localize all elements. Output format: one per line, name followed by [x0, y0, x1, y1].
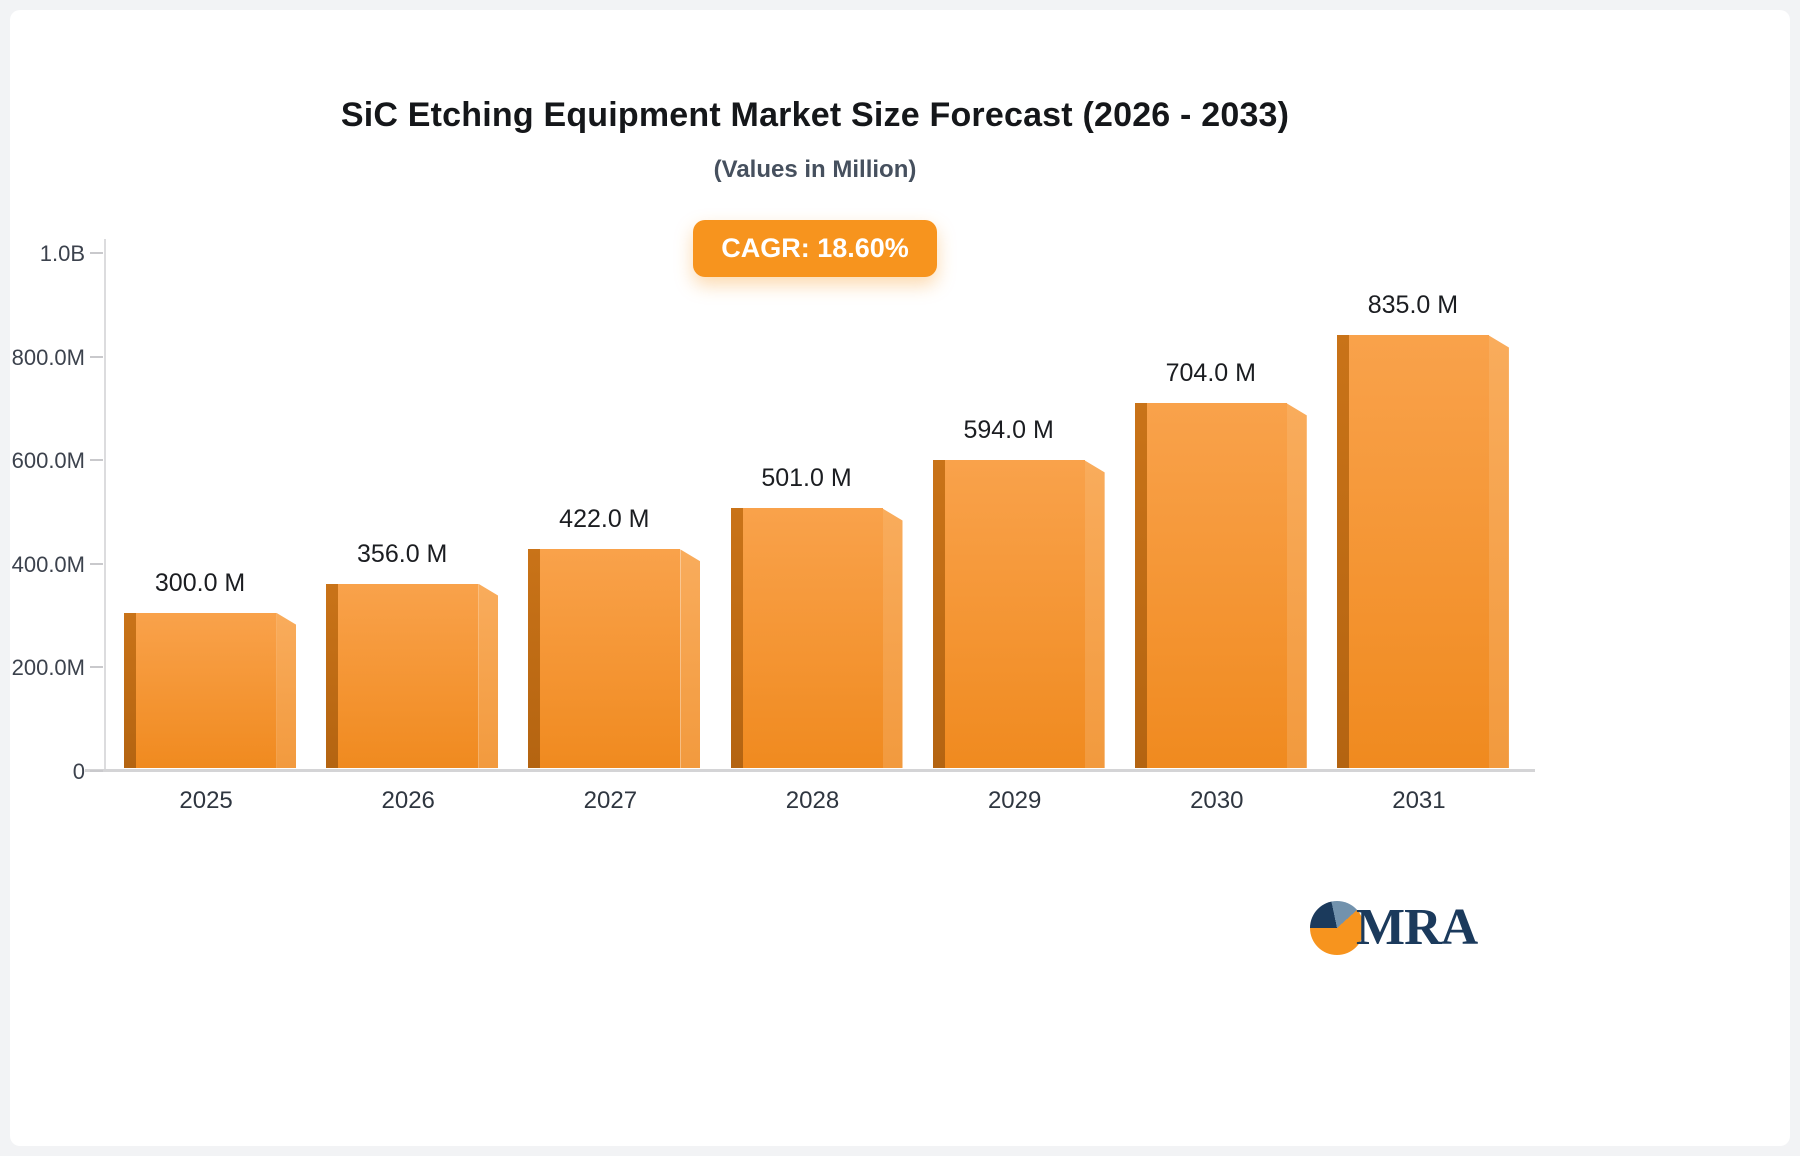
y-axis-tick-mark	[90, 562, 103, 565]
x-axis-category-label: 2031	[1392, 787, 1446, 814]
x-axis-category-label: 2026	[381, 787, 435, 814]
bar-value-label: 501.0 M	[761, 464, 852, 493]
chart-title: SiC Etching Equipment Market Size Foreca…	[340, 96, 1290, 134]
chart-subtitle: (Values in Million)	[713, 156, 917, 183]
x-axis-category-label: 2029	[987, 787, 1042, 814]
bar-front-face	[326, 583, 479, 768]
y-axis-tick-label: 800.0M	[11, 344, 85, 370]
chart-card: SiC Etching Equipment Market Size Foreca…	[10, 10, 1790, 1146]
y-axis-tick-mark	[90, 355, 103, 358]
bar-2030	[1134, 403, 1307, 768]
bar-2027	[528, 549, 701, 768]
bar-side-face	[1488, 335, 1509, 768]
x-axis-category-label: 2025	[179, 787, 233, 814]
bar-left-shade	[528, 549, 541, 768]
bar-side-face	[680, 549, 701, 768]
x-axis-category-label: 2030	[1190, 787, 1244, 814]
y-axis-tick-label: 0	[72, 759, 85, 784]
bar-value-label: 300.0 M	[154, 568, 246, 597]
y-axis-line	[104, 239, 106, 771]
bar-front-face	[1336, 335, 1489, 768]
bar-value-label: 704.0 M	[1165, 359, 1256, 388]
bar-side-face	[276, 612, 297, 768]
bar-value-label: 594.0 M	[963, 416, 1054, 445]
bar-2025	[124, 612, 297, 768]
y-axis-tick-mark	[90, 459, 103, 462]
bar-left-shade	[326, 583, 339, 768]
bar-left-shade	[1336, 335, 1349, 768]
bar-left-shade	[1134, 403, 1147, 768]
bar-2026	[326, 583, 499, 768]
bar-left-shade	[124, 612, 137, 768]
bar-left-shade	[730, 508, 743, 768]
bar-side-face	[882, 508, 903, 768]
y-axis-tick-label: 1.0B	[39, 241, 85, 266]
bar-side-face	[1084, 460, 1105, 768]
x-axis-category-label: 2027	[583, 787, 638, 814]
bar-side-face	[478, 583, 499, 768]
y-axis-tick-mark	[90, 252, 103, 254]
mra-logo: MRA	[1310, 898, 1478, 957]
x-axis-category-label: 2028	[785, 787, 840, 814]
bar-front-face	[932, 460, 1085, 768]
plot-area: 0 200.0M 400.0M 600.0M 800.0M 1.0B 300.0 M 356.…	[12, 239, 1535, 814]
bar-value-label: 356.0 M	[357, 539, 448, 568]
logo-text: MRA	[1356, 899, 1478, 956]
bar-2031	[1336, 335, 1509, 768]
bar-value-label: 835.0 M	[1367, 291, 1459, 320]
x-axis-baseline	[85, 769, 1535, 772]
cagr-badge: CAGR: 18.60%	[693, 220, 937, 277]
bar-2029	[932, 460, 1105, 768]
y-axis-tick-label: 400.0M	[11, 551, 85, 577]
bar-front-face	[124, 612, 277, 768]
bar-2028	[730, 508, 903, 768]
y-axis-tick-mark	[90, 770, 103, 772]
bar-side-face	[1286, 403, 1307, 768]
bar-front-face	[730, 508, 883, 768]
bar-value-label: 422.0 M	[559, 505, 650, 534]
bar-front-face	[528, 549, 681, 768]
bar-front-face	[1134, 403, 1287, 768]
y-axis-tick-label: 600.0M	[11, 448, 85, 474]
bar-left-shade	[932, 460, 945, 768]
cagr-badge-row: CAGR: 18.60%	[10, 220, 1620, 277]
y-axis-tick-mark	[90, 666, 103, 669]
y-axis-tick-label: 200.0M	[11, 655, 85, 681]
logo-pie-icon	[1310, 900, 1364, 955]
